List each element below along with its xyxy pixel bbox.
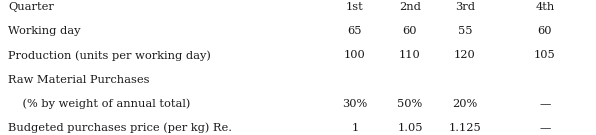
Text: 60: 60 xyxy=(403,26,417,36)
Text: 50%: 50% xyxy=(398,99,423,109)
Text: 1.05: 1.05 xyxy=(398,123,423,133)
Text: Quarter: Quarter xyxy=(8,2,54,12)
Text: 120: 120 xyxy=(454,50,476,60)
Text: 55: 55 xyxy=(458,26,472,36)
Text: 110: 110 xyxy=(399,50,421,60)
Text: 3rd: 3rd xyxy=(455,2,475,12)
Text: Production (units per working day): Production (units per working day) xyxy=(8,50,211,61)
Text: Raw Material Purchases: Raw Material Purchases xyxy=(8,75,150,85)
Text: 4th: 4th xyxy=(535,2,555,12)
Text: 30%: 30% xyxy=(342,99,368,109)
Text: 100: 100 xyxy=(344,50,366,60)
Text: —: — xyxy=(539,99,551,109)
Text: 2nd: 2nd xyxy=(399,2,421,12)
Text: —: — xyxy=(539,123,551,133)
Text: 1: 1 xyxy=(352,123,359,133)
Text: 65: 65 xyxy=(347,26,362,36)
Text: Budgeted purchases price (per kg) Re.: Budgeted purchases price (per kg) Re. xyxy=(8,123,232,133)
Text: Working day: Working day xyxy=(8,26,80,36)
Text: 105: 105 xyxy=(534,50,556,60)
Text: 1.125: 1.125 xyxy=(449,123,482,133)
Text: (% by weight of annual total): (% by weight of annual total) xyxy=(8,99,190,109)
Text: 1st: 1st xyxy=(346,2,364,12)
Text: 20%: 20% xyxy=(452,99,477,109)
Text: 60: 60 xyxy=(538,26,552,36)
